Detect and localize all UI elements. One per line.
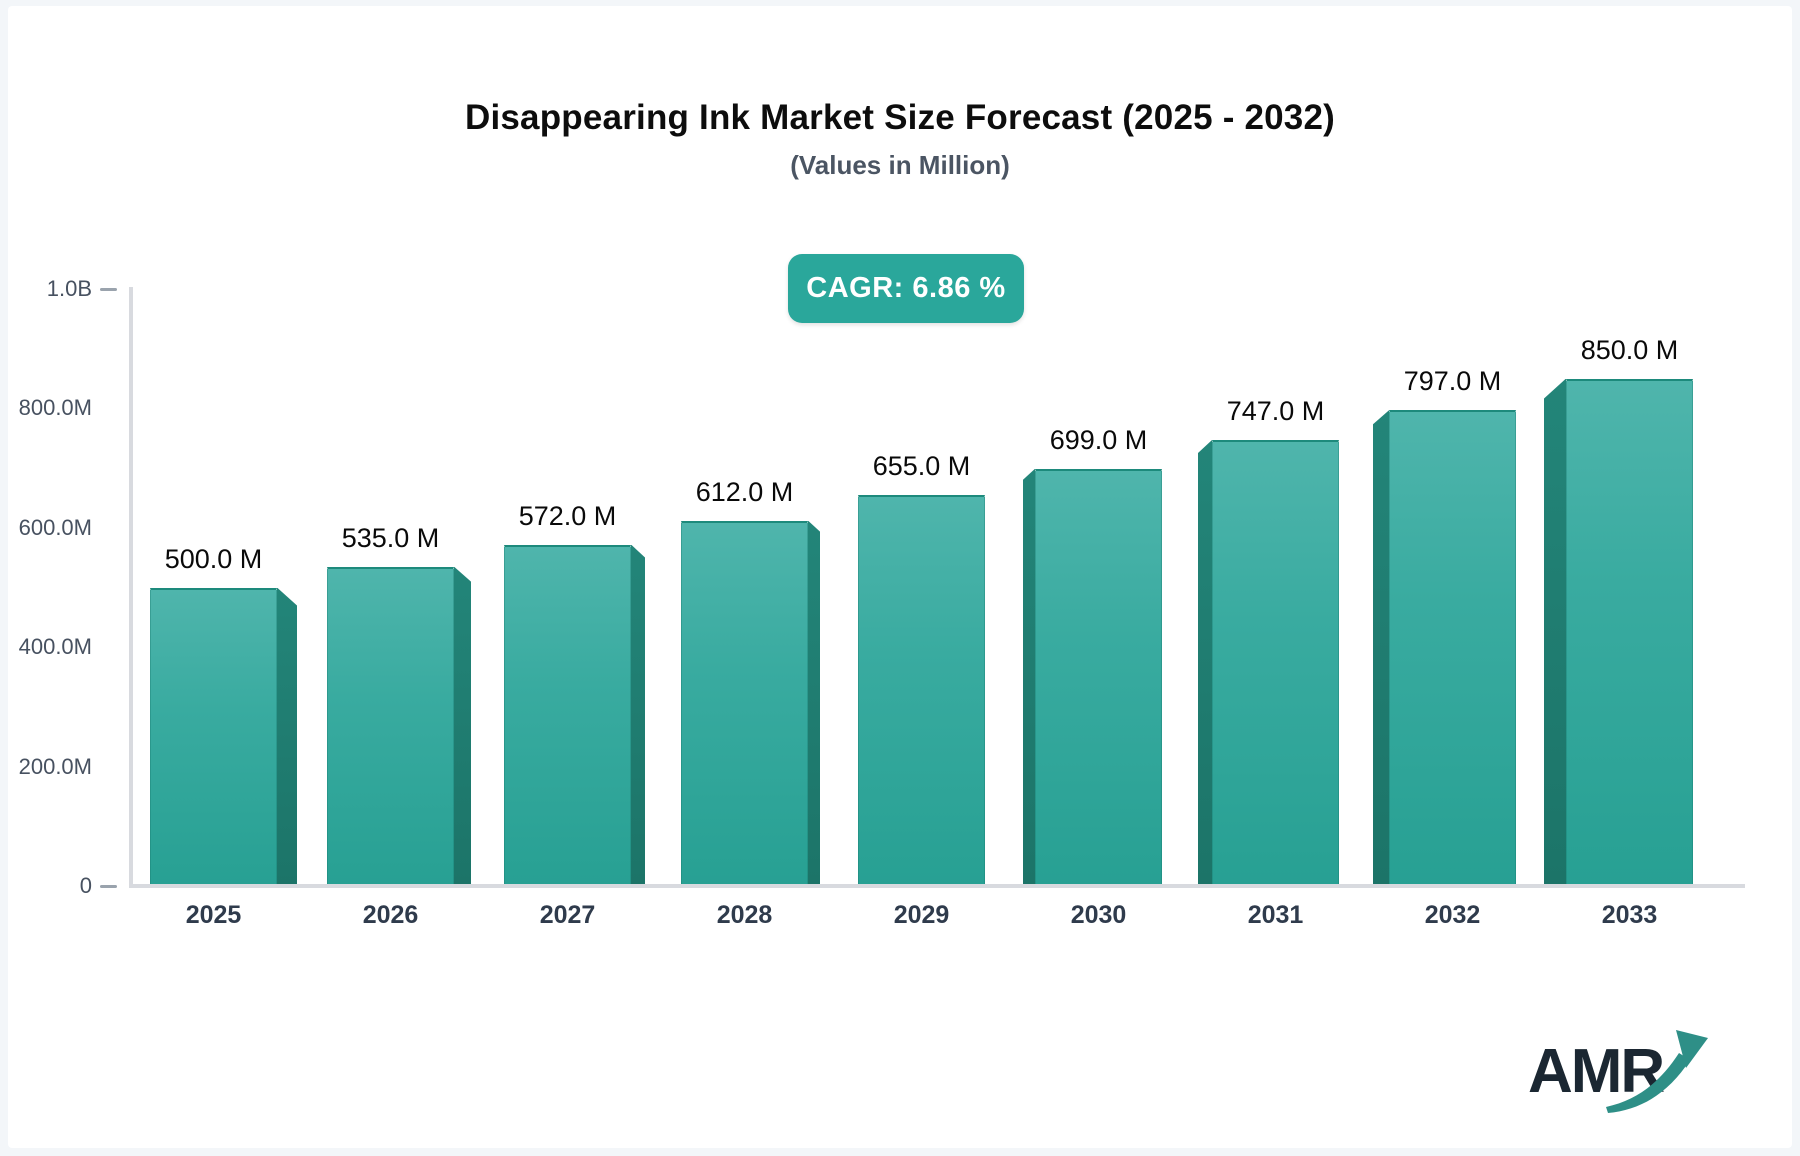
bar-value-label: 797.0 M	[1403, 366, 1502, 397]
x-tick-label-2028: 2028	[716, 901, 773, 929]
x-tick-label-2032: 2032	[1424, 901, 1481, 929]
y-tick-label: 400.0M	[18, 634, 92, 660]
chart-subtitle: (Values in Million)	[790, 150, 1010, 180]
bar-2025	[150, 587, 277, 888]
x-axis-line	[129, 884, 1745, 888]
growth-arrow-icon	[1606, 1030, 1708, 1113]
bar-value-label: 850.0 M	[1580, 334, 1679, 365]
bar-side-2031	[1198, 440, 1212, 888]
bar-2026	[327, 566, 454, 888]
bar-value-label: 612.0 M	[695, 476, 794, 507]
bar-value-label: 747.0 M	[1226, 396, 1325, 427]
y-tick-label: 0	[79, 873, 92, 898]
bar-2030	[1035, 468, 1162, 888]
y-tick-label: 200.0M	[18, 753, 92, 779]
bar-side-2026	[454, 566, 471, 888]
bar-value-label: 500.0 M	[164, 543, 263, 574]
y-axis-line	[129, 287, 133, 888]
bar-2028	[681, 520, 808, 888]
x-tick-label-2031: 2031	[1247, 901, 1304, 929]
bar-value-label: 699.0 M	[1049, 424, 1148, 455]
bar-value-label: 535.0 M	[341, 522, 440, 553]
bar-side-2032	[1373, 410, 1389, 888]
bar-side-2033	[1544, 378, 1566, 888]
y-tick-dash	[100, 287, 117, 291]
bar-side-2027	[631, 544, 645, 888]
bar-2029	[858, 494, 985, 888]
y-tick-label: 1.0B	[46, 276, 92, 301]
bar-2032	[1389, 410, 1516, 888]
cagr-badge: CAGR: 6.86 %	[788, 254, 1024, 323]
bar-side-2030	[1023, 468, 1035, 888]
x-tick-label-2029: 2029	[893, 901, 950, 929]
x-tick-label-2025: 2025	[185, 901, 242, 929]
y-tick-label: 800.0M	[18, 395, 92, 421]
bar-value-label: 572.0 M	[518, 500, 617, 531]
bar-2027	[504, 544, 631, 888]
x-tick-label-2033: 2033	[1601, 901, 1658, 929]
y-tick-dash	[100, 884, 117, 888]
bar-2031	[1212, 440, 1339, 888]
x-tick-label-2027: 2027	[539, 901, 596, 929]
chart-title: Disappearing Ink Market Size Forecast (2…	[464, 98, 1335, 137]
x-tick-label-2026: 2026	[362, 901, 419, 929]
bar-2033	[1566, 378, 1693, 888]
x-tick-label-2030: 2030	[1070, 901, 1127, 929]
bar-side-2025	[277, 587, 297, 888]
amr-logo: AMR	[1528, 1030, 1708, 1113]
bar-side-2028	[808, 520, 820, 888]
bar-value-label: 655.0 M	[872, 450, 971, 481]
y-tick-label: 600.0M	[18, 514, 92, 540]
